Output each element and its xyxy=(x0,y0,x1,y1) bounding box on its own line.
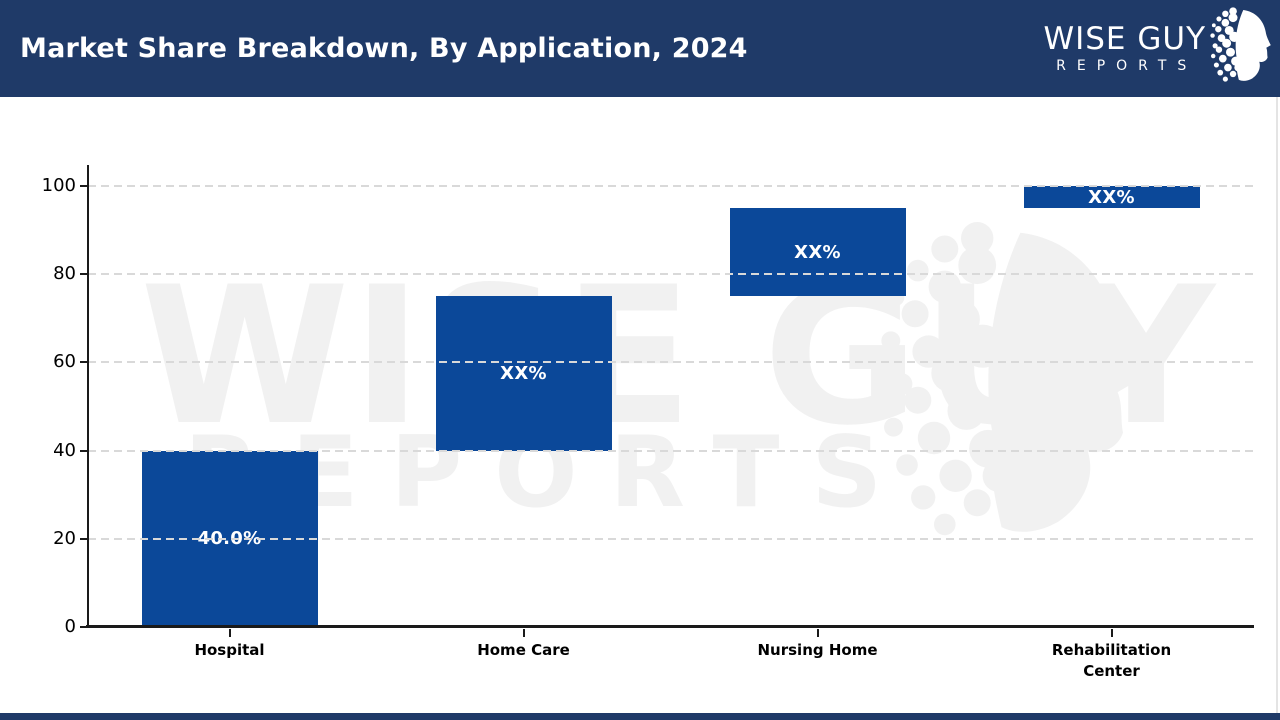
bar-home-care: XX% xyxy=(435,296,612,451)
x-category-label-home-care: Home Care xyxy=(477,641,570,659)
logo-sub-text: REPORTS xyxy=(1056,57,1198,74)
bar-value-label-nursing-home: XX% xyxy=(794,241,841,263)
page-title: Market Share Breakdown, By Application, … xyxy=(20,33,748,64)
bar-rehabilitation-center: XX% xyxy=(1023,186,1200,209)
gridline-100 xyxy=(88,185,1256,187)
header-bar: Market Share Breakdown, By Application, … xyxy=(0,0,1280,97)
gridline-80 xyxy=(88,273,1256,276)
logo-face-icon xyxy=(1210,6,1271,82)
x-tick-hospital xyxy=(228,629,231,637)
y-tick-40 xyxy=(80,449,88,452)
x-tick-home-care xyxy=(522,629,525,637)
y-tick-label-40: 40 xyxy=(53,439,76,461)
y-tick-label-100: 100 xyxy=(41,175,76,196)
x-tick-nursing-home xyxy=(816,629,819,637)
y-tick-100 xyxy=(80,185,88,187)
y-tick-label-20: 20 xyxy=(53,527,76,549)
x-category-label-hospital: Hospital xyxy=(194,641,265,659)
y-tick-60 xyxy=(80,361,88,364)
x-tick-rehabilitation-center xyxy=(1110,629,1113,637)
y-tick-0 xyxy=(80,626,88,628)
y-tick-label-0: 0 xyxy=(64,616,76,637)
bar-value-label-home-care: XX% xyxy=(500,362,547,384)
gridline-40 xyxy=(88,449,1256,452)
wise-guy-reports-logo: WISE GUY REPORTS xyxy=(1043,6,1280,91)
y-tick-label-80: 80 xyxy=(53,263,76,285)
logo-text: WISE GUY REPORTS xyxy=(1043,23,1206,74)
y-tick-80 xyxy=(80,273,88,276)
y-axis-line xyxy=(87,165,89,628)
x-axis-line xyxy=(86,625,1254,628)
gridline-60 xyxy=(88,361,1256,364)
footer-bar xyxy=(0,713,1280,720)
bar-value-label-rehabilitation-center: XX% xyxy=(1088,186,1135,208)
y-tick-20 xyxy=(80,537,88,540)
gridline-20 xyxy=(88,537,1256,540)
page-right-border xyxy=(1276,97,1278,713)
x-category-label-rehabilitation-center: Rehabilitation Center xyxy=(1051,641,1172,680)
y-tick-label-60: 60 xyxy=(53,351,76,373)
x-category-label-nursing-home: Nursing Home xyxy=(757,641,878,659)
bar-nursing-home: XX% xyxy=(729,208,906,297)
logo-brand-text: WISE GUY xyxy=(1043,21,1206,58)
